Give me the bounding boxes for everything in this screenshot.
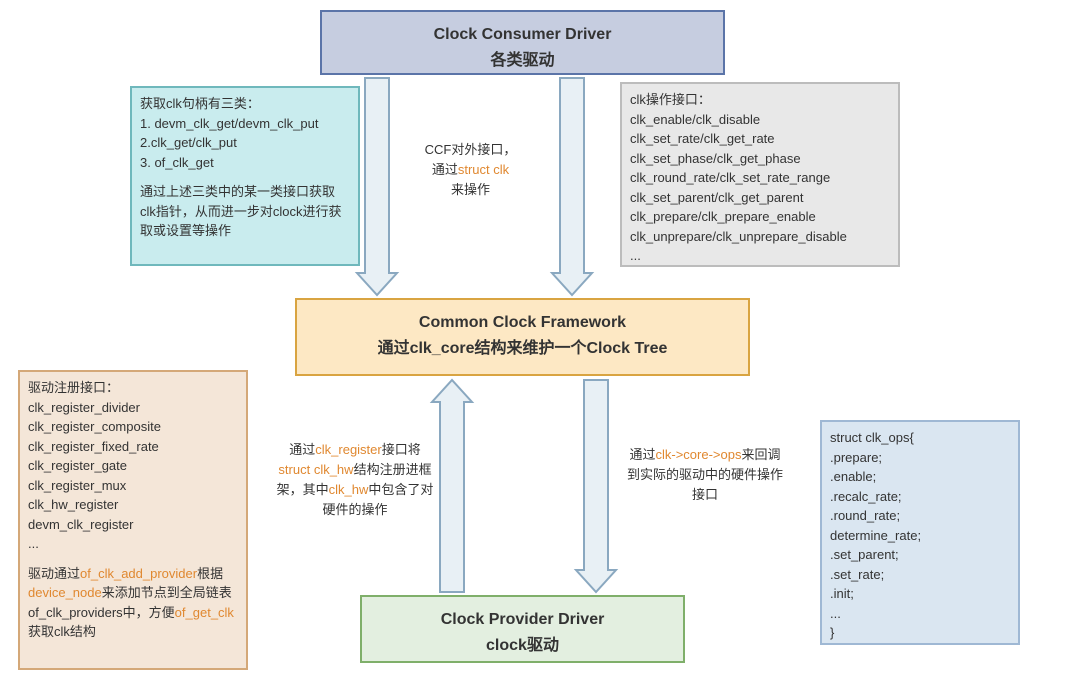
arrows-layer [0, 0, 1086, 681]
